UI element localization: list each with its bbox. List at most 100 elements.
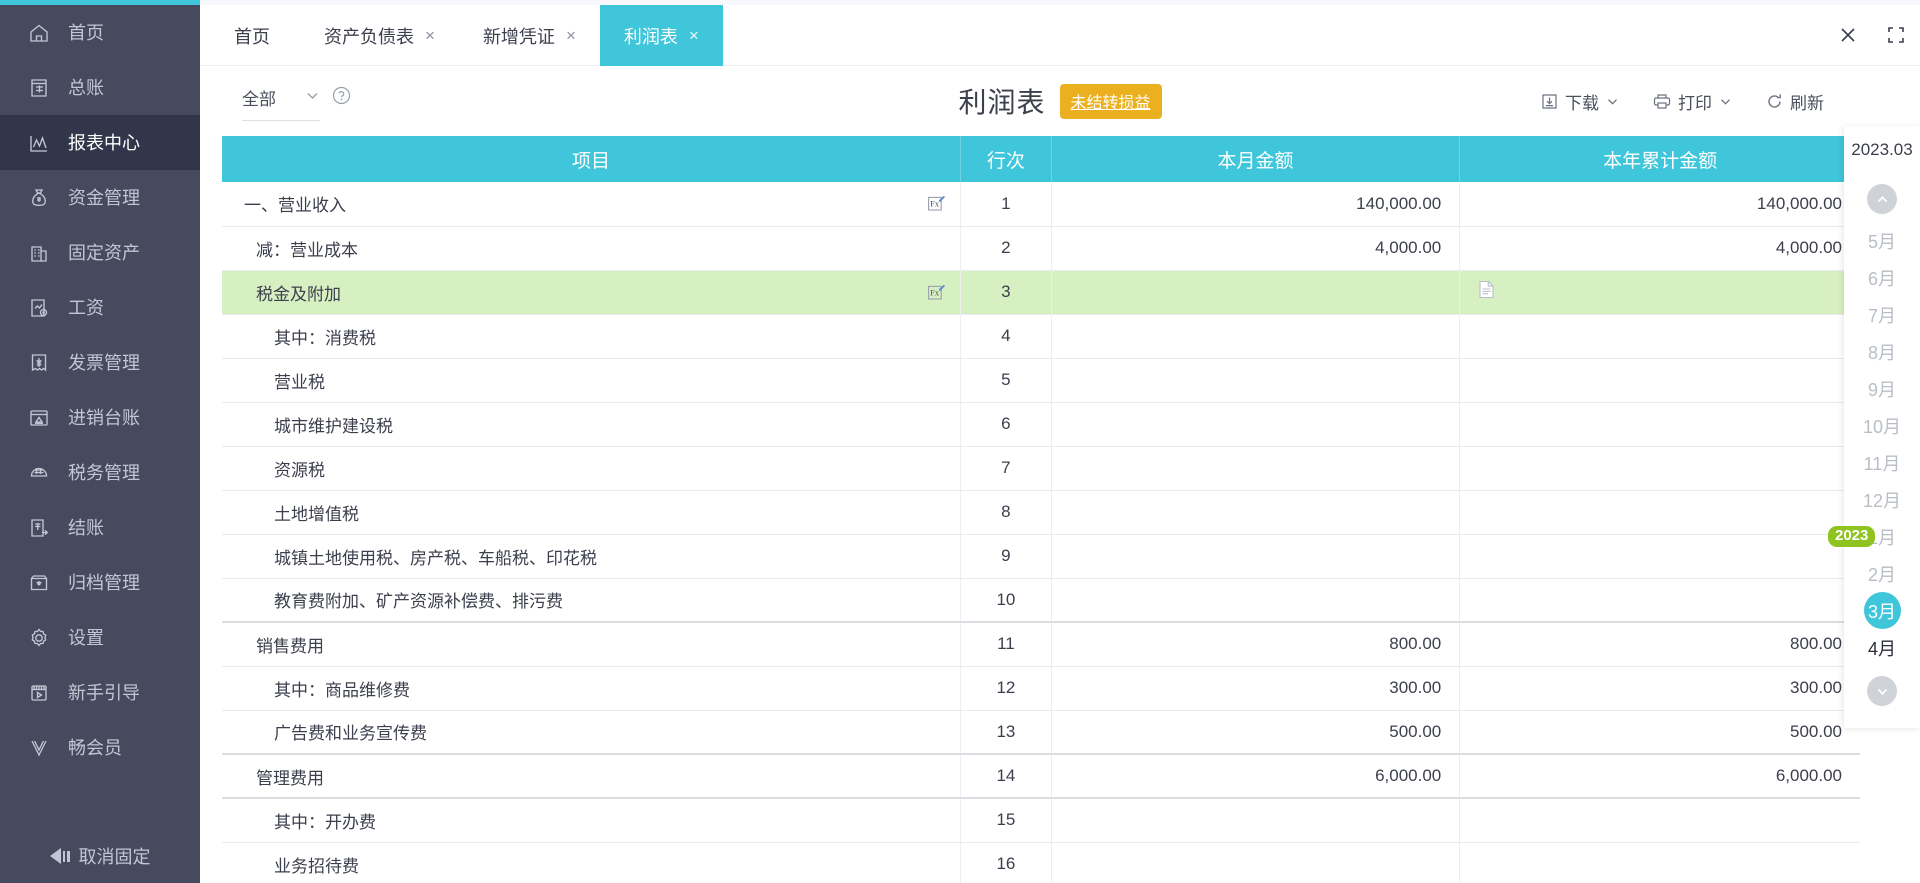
month-option-1月[interactable]: 1月 [1867,527,1896,548]
table-row[interactable]: 业务招待费 16 [222,842,1860,883]
month-option-8月[interactable]: 8月 [1867,342,1896,363]
cell-item[interactable]: 其中：开办费 [222,798,962,843]
column-header-month[interactable]: 本月金额 [1051,136,1461,182]
cell-item[interactable]: 教育费附加、矿产资源补偿费、排污费 [222,578,962,623]
cell-item[interactable]: 销售费用 [222,622,962,667]
table-row[interactable]: 销售费用 11 800.00 800.00 [222,622,1860,667]
month-option-6月[interactable]: 6月 [1867,268,1896,289]
cell-year-amount[interactable] [1459,402,1860,447]
month-option-9月[interactable]: 9月 [1867,379,1896,400]
question-circle-icon[interactable] [332,86,351,110]
cell-month-amount[interactable]: 6,000.00 [1051,754,1461,799]
cell-year-amount[interactable] [1459,358,1860,403]
tab-close-icon[interactable]: × [688,26,699,45]
cell-month-amount[interactable] [1051,534,1461,579]
fullscreen-button[interactable] [1872,5,1920,65]
cell-year-amount[interactable] [1459,798,1860,843]
status-badge[interactable]: 未结转损益 [1059,83,1162,119]
cell-month-amount[interactable] [1051,578,1461,623]
print-button[interactable]: 打印 [1653,89,1732,114]
cell-month-amount[interactable]: 4,000.00 [1051,226,1461,271]
sidebar-collapse-button[interactable]: 取消固定 [0,843,200,869]
cell-month-amount[interactable] [1051,446,1461,491]
table-row[interactable]: 其中：开办费 15 [222,798,1860,843]
cell-year-amount[interactable] [1459,842,1860,883]
sidebar-item-8[interactable]: 进销台账 [0,390,200,445]
table-row[interactable]: 城市维护建设税 6 [222,402,1860,447]
period-current-value[interactable]: 2023.03 [1851,140,1913,159]
sidebar-item-3[interactable]: 报表中心 [0,115,200,170]
column-header-item[interactable]: 项目 [222,136,962,182]
month-option-12月[interactable]: 12月 [1862,490,1902,511]
formula-edit-icon[interactable]: Fx [927,194,946,213]
month-option-5月[interactable]: 5月 [1867,231,1896,252]
month-option-7月[interactable]: 7月 [1867,305,1896,326]
cell-item[interactable]: 管理费用 [222,754,962,799]
sidebar-item-12[interactable]: 设置 [0,610,200,665]
download-button[interactable]: 下载 [1541,89,1619,114]
table-row[interactable]: 其中：消费税 4 [222,314,1860,359]
cell-item[interactable]: 减：营业成本 [222,226,962,271]
cell-item[interactable]: 资源税 [222,446,962,491]
cell-month-amount[interactable] [1051,798,1461,843]
column-header-year[interactable]: 本年累计金额 [1459,136,1860,182]
table-row[interactable]: 土地增值税 8 [222,490,1860,535]
cell-year-amount[interactable] [1459,534,1860,579]
sidebar-item-9[interactable]: 税务管理 [0,445,200,500]
tab-close-icon[interactable]: × [565,26,576,45]
cell-year-amount[interactable]: 140,000.00 [1459,182,1860,227]
cell-item[interactable]: 城镇土地使用税、房产税、车船税、印花税 [222,534,962,579]
cell-year-amount[interactable]: 6,000.00 [1459,754,1860,799]
cell-month-amount[interactable] [1051,842,1461,883]
cell-year-amount[interactable]: 800.00 [1459,622,1860,667]
cell-year-amount[interactable] [1459,490,1860,535]
sidebar-item-11[interactable]: 归档管理 [0,555,200,610]
tab-1[interactable]: 首页 [200,5,300,66]
sidebar-item-14[interactable]: 畅会员 [0,720,200,775]
cell-year-amount[interactable] [1459,314,1860,359]
cell-year-amount[interactable] [1459,446,1860,491]
sidebar-item-10[interactable]: 结账 [0,500,200,555]
table-row[interactable]: 管理费用 14 6,000.00 6,000.00 [222,754,1860,799]
sidebar-item-6[interactable]: 工资 [0,280,200,335]
cell-item[interactable]: 土地增值税 [222,490,962,535]
period-scroll-up-button[interactable] [1867,184,1897,214]
month-option-11月[interactable]: 11月 [1863,453,1901,474]
sidebar-item-1[interactable]: 首页 [0,5,200,60]
cell-month-amount[interactable]: 140,000.00 [1051,182,1461,227]
cell-item[interactable]: 广告费和业务宣传费 [222,710,962,755]
document-icon[interactable] [1478,280,1495,303]
column-header-line[interactable]: 行次 [960,136,1052,182]
month-option-3月[interactable]: 3月 [1863,592,1901,629]
table-row[interactable]: 其中：商品维修费 12 300.00 300.00 [222,666,1860,711]
sidebar-item-4[interactable]: 资金管理 [0,170,200,225]
scope-select[interactable]: 全部 [242,81,320,121]
period-scroll-down-button[interactable] [1867,676,1897,706]
table-row[interactable]: 税金及附加 Fx 3 [222,270,1860,315]
cell-item[interactable]: 城市维护建设税 [222,402,962,447]
month-option-10月[interactable]: 10月 [1862,416,1902,437]
sidebar-item-7[interactable]: 发票管理 [0,335,200,390]
sidebar-item-5[interactable]: 固定资产 [0,225,200,280]
sidebar-item-13[interactable]: 新手引导 [0,665,200,720]
cell-month-amount[interactable]: 300.00 [1051,666,1461,711]
month-option-2月[interactable]: 2月 [1867,564,1896,585]
tab-3[interactable]: 新增凭证 × [459,5,600,66]
table-row[interactable]: 减：营业成本 2 4,000.00 4,000.00 [222,226,1860,271]
cell-item[interactable]: 一、营业收入 Fx [222,182,962,227]
close-all-tabs-button[interactable] [1824,5,1872,65]
cell-item[interactable]: 营业税 [222,358,962,403]
table-row[interactable]: 城镇土地使用税、房产税、车船税、印花税 9 [222,534,1860,579]
cell-year-amount[interactable] [1459,270,1860,315]
sidebar-item-2[interactable]: 总账 [0,60,200,115]
table-row[interactable]: 教育费附加、矿产资源补偿费、排污费 10 [222,578,1860,623]
cell-month-amount[interactable] [1051,314,1461,359]
table-row[interactable]: 资源税 7 [222,446,1860,491]
cell-month-amount[interactable]: 500.00 [1051,710,1461,755]
cell-year-amount[interactable]: 300.00 [1459,666,1860,711]
tab-2[interactable]: 资产负债表 × [300,5,459,66]
cell-month-amount[interactable] [1051,358,1461,403]
cell-item[interactable]: 其中：商品维修费 [222,666,962,711]
cell-year-amount[interactable]: 4,000.00 [1459,226,1860,271]
tab-close-icon[interactable]: × [425,26,435,45]
